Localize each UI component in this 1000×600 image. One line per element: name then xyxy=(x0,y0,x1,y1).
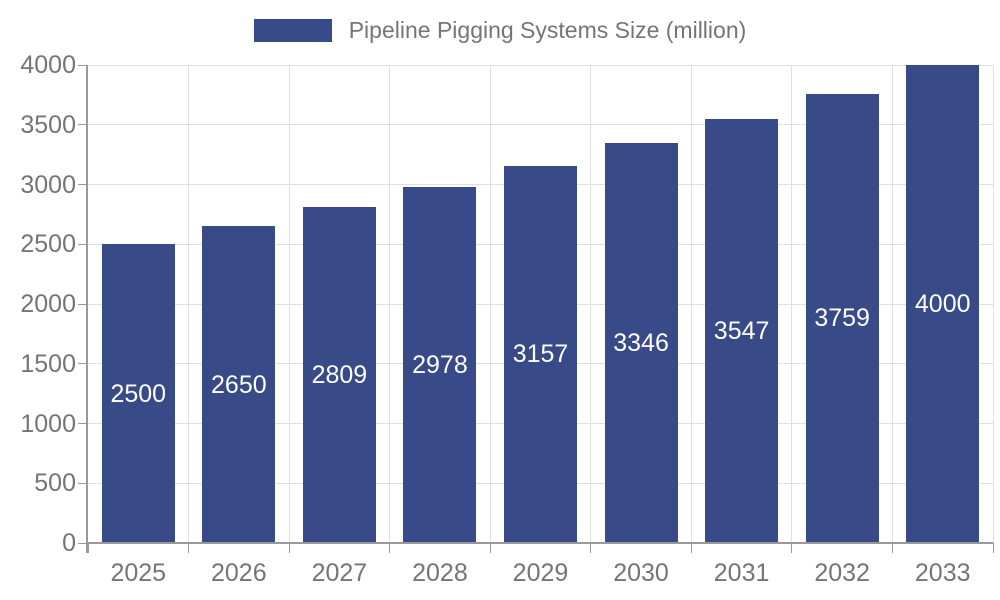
bar xyxy=(202,226,276,542)
bar xyxy=(101,244,175,542)
x-tick-label: 2033 xyxy=(914,559,971,587)
x-axis-tick xyxy=(288,543,290,553)
bar xyxy=(604,143,678,542)
y-axis-tick xyxy=(78,184,88,185)
x-axis-tick xyxy=(389,543,391,553)
bar-value-label: 3547 xyxy=(713,317,770,346)
bar xyxy=(403,187,477,542)
x-tick-label: 2029 xyxy=(512,559,569,587)
legend: Pipeline Pigging Systems Size (million) xyxy=(0,17,1000,44)
legend-label: Pipeline Pigging Systems Size (million) xyxy=(348,17,747,43)
bar-value-label: 3157 xyxy=(512,340,569,369)
bar-value-label: 3759 xyxy=(814,304,870,333)
y-axis-tick xyxy=(78,124,88,126)
y-tick-label: 3000 xyxy=(20,170,76,199)
x-tick-label: 2030 xyxy=(613,559,669,587)
v-gridline xyxy=(188,65,190,543)
v-gridline xyxy=(690,65,692,543)
v-gridline xyxy=(389,65,391,543)
y-tick-label: 3500 xyxy=(20,110,76,139)
h-gridline xyxy=(88,124,993,126)
y-axis-tick xyxy=(78,423,88,424)
bar-value-label: 2978 xyxy=(412,351,468,380)
x-tick-label: 2025 xyxy=(110,559,167,587)
bar xyxy=(705,119,779,542)
x-axis-line xyxy=(88,542,993,544)
bar-value-label: 2650 xyxy=(211,370,267,399)
x-axis-tick xyxy=(690,543,692,553)
v-gridline xyxy=(791,65,793,543)
y-tick-label: 1500 xyxy=(20,349,76,378)
y-tick-label: 0 xyxy=(62,529,76,557)
y-tick-label: 1000 xyxy=(20,409,76,438)
y-axis-tick xyxy=(78,303,88,305)
y-axis-tick xyxy=(78,482,88,484)
y-axis-tick xyxy=(78,64,88,66)
v-gridline xyxy=(992,65,994,543)
x-axis-tick xyxy=(188,543,190,553)
x-axis-tick xyxy=(489,543,491,553)
legend-swatch xyxy=(253,19,332,42)
x-tick-label: 2032 xyxy=(814,559,870,587)
bar-value-label: 2500 xyxy=(110,379,167,408)
x-axis-tick xyxy=(992,543,994,553)
v-gridline xyxy=(288,65,290,543)
x-axis-tick xyxy=(791,543,793,553)
y-axis-tick xyxy=(78,243,88,245)
x-tick-label: 2027 xyxy=(311,559,368,587)
y-axis-line xyxy=(86,65,88,553)
x-axis-tick xyxy=(891,543,893,553)
bar xyxy=(906,65,980,542)
bar xyxy=(504,165,577,542)
v-gridline xyxy=(891,65,893,543)
y-tick-label: 500 xyxy=(34,469,76,498)
y-tick-label: 2000 xyxy=(20,290,76,318)
y-axis-tick xyxy=(78,542,88,544)
y-tick-label: 2500 xyxy=(20,230,76,259)
y-tick-label: 4000 xyxy=(20,51,76,79)
h-gridline xyxy=(88,64,993,66)
bar xyxy=(805,93,879,542)
x-axis-tick xyxy=(590,543,592,553)
x-tick-label: 2031 xyxy=(713,559,770,587)
bar-value-label: 2809 xyxy=(311,361,368,390)
x-tick-label: 2026 xyxy=(211,559,267,587)
bar-value-label: 3346 xyxy=(613,329,669,358)
y-axis-tick xyxy=(78,363,88,365)
v-gridline xyxy=(590,65,592,543)
legend-item[interactable]: Pipeline Pigging Systems Size (million) xyxy=(253,17,747,44)
x-axis-tick xyxy=(87,543,89,553)
x-tick-label: 2028 xyxy=(412,559,468,587)
bar xyxy=(302,207,376,542)
v-gridline xyxy=(489,65,491,543)
bar-value-label: 4000 xyxy=(914,290,971,318)
